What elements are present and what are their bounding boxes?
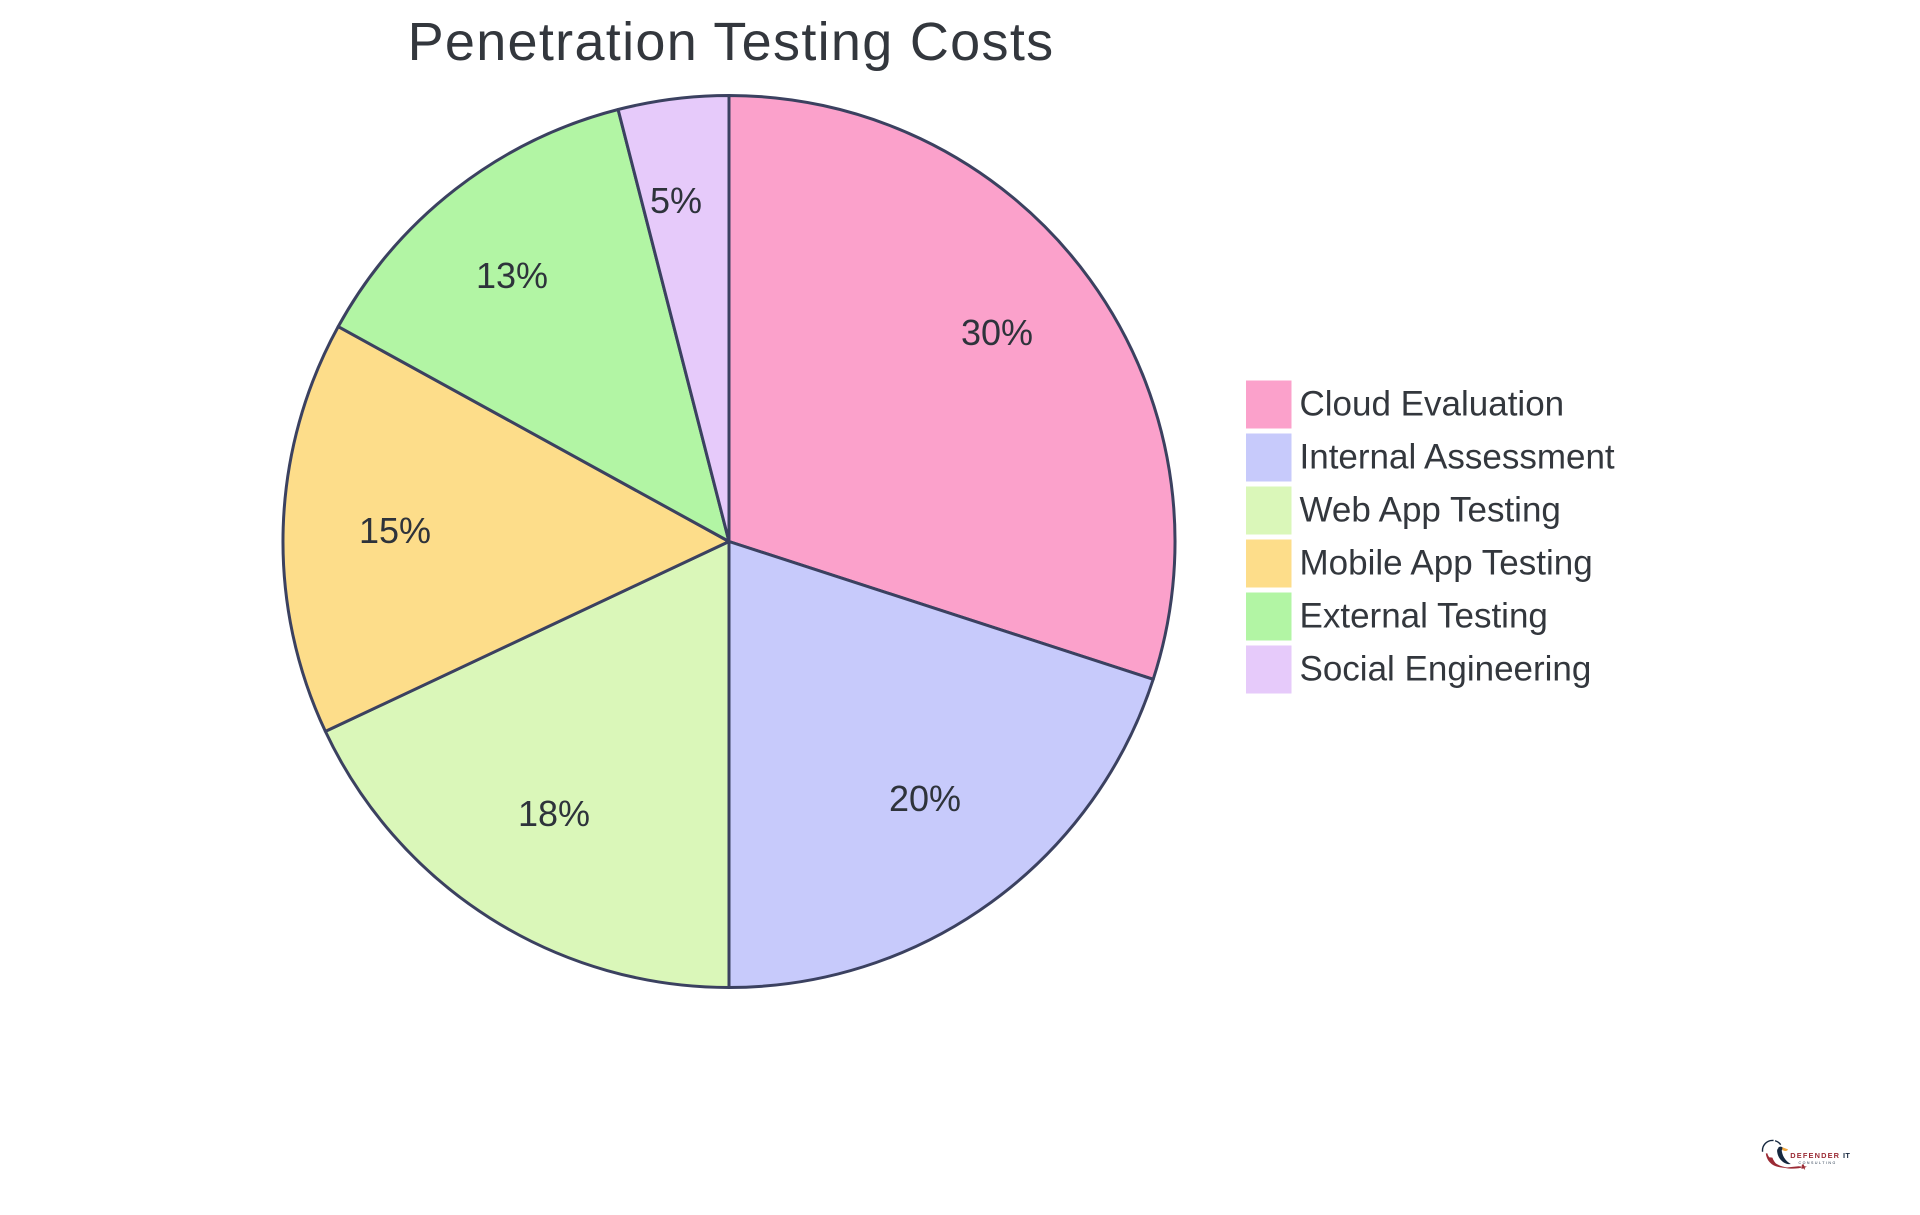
svg-text:Cloud Evaluation: Cloud Evaluation: [1300, 385, 1565, 424]
svg-text:Social Engineering: Social Engineering: [1300, 650, 1592, 689]
svg-text:Mobile App Testing: Mobile App Testing: [1300, 544, 1593, 583]
svg-text:Penetration Testing Costs: Penetration Testing Costs: [408, 12, 1055, 72]
svg-text:IT: IT: [1843, 1151, 1850, 1160]
svg-text:Web App Testing: Web App Testing: [1300, 491, 1561, 530]
svg-text:External Testing: External Testing: [1300, 597, 1548, 636]
svg-text:DEFENDER: DEFENDER: [1790, 1151, 1840, 1160]
svg-text:18%: 18%: [518, 793, 590, 834]
svg-text:30%: 30%: [961, 312, 1033, 353]
svg-text:5%: 5%: [650, 180, 702, 221]
svg-text:CONSULTING: CONSULTING: [1799, 1161, 1837, 1165]
svg-text:15%: 15%: [359, 510, 431, 551]
svg-text:Internal Assessment: Internal Assessment: [1300, 438, 1615, 477]
svg-text:20%: 20%: [889, 778, 961, 819]
svg-text:13%: 13%: [476, 255, 548, 296]
